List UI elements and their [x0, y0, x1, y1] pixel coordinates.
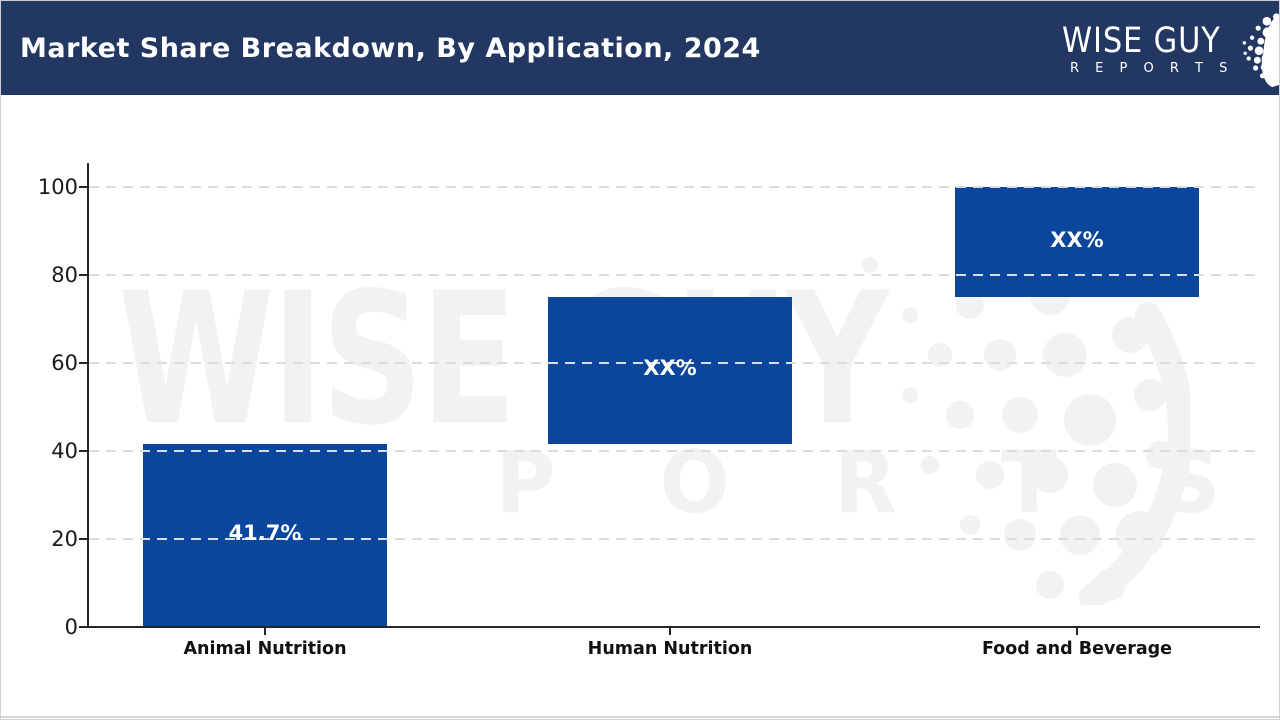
y-tick-mark [79, 274, 87, 276]
x-category-label: Animal Nutrition [183, 639, 347, 659]
bar-food-and-beverage [955, 187, 1199, 297]
y-tick-mark [79, 450, 87, 452]
y-tick-mark [79, 538, 87, 540]
bar-value-label: XX% [643, 356, 697, 381]
y-tick-mark [79, 186, 87, 188]
y-tick-label: 60 [51, 351, 78, 375]
y-tick-label: 100 [37, 175, 78, 199]
header-banner: Market Share Breakdown, By Application, … [0, 0, 1280, 95]
gridline [89, 362, 1258, 364]
x-tick-mark [1076, 628, 1078, 635]
wiseguy-face-icon [1242, 13, 1280, 88]
bar-value-label: XX% [1050, 228, 1104, 252]
gridline [89, 538, 1258, 540]
footer-divider-line [0, 716, 1280, 718]
y-tick-label: 0 [64, 615, 78, 639]
wiseguy-logo: WISE GUY R E P O R T S [1022, 6, 1280, 90]
logo-text-wiseguy: WISE GUY [1062, 21, 1221, 61]
y-tick-label: 40 [51, 439, 78, 463]
gridline [89, 186, 1258, 188]
chart-title: Market Share Breakdown, By Application, … [20, 33, 761, 64]
y-tick-label: 20 [51, 527, 78, 551]
x-tick-mark [669, 628, 671, 635]
bar-human-nutrition [548, 297, 792, 444]
logo-text-reports: R E P O R T S [1070, 61, 1234, 76]
bar-animal-nutrition [143, 443, 387, 627]
x-axis-line [87, 626, 1260, 628]
x-tick-mark [264, 628, 266, 635]
gridline [89, 274, 1258, 276]
y-axis-line [87, 163, 89, 628]
y-tick-mark [79, 362, 87, 364]
gridline [89, 450, 1258, 452]
bar-value-label: 41.7% [228, 521, 302, 546]
x-category-label: Human Nutrition [587, 639, 753, 659]
y-tick-mark [79, 626, 87, 628]
x-category-label: Food and Beverage [981, 639, 1173, 659]
y-tick-label: 80 [51, 263, 78, 287]
